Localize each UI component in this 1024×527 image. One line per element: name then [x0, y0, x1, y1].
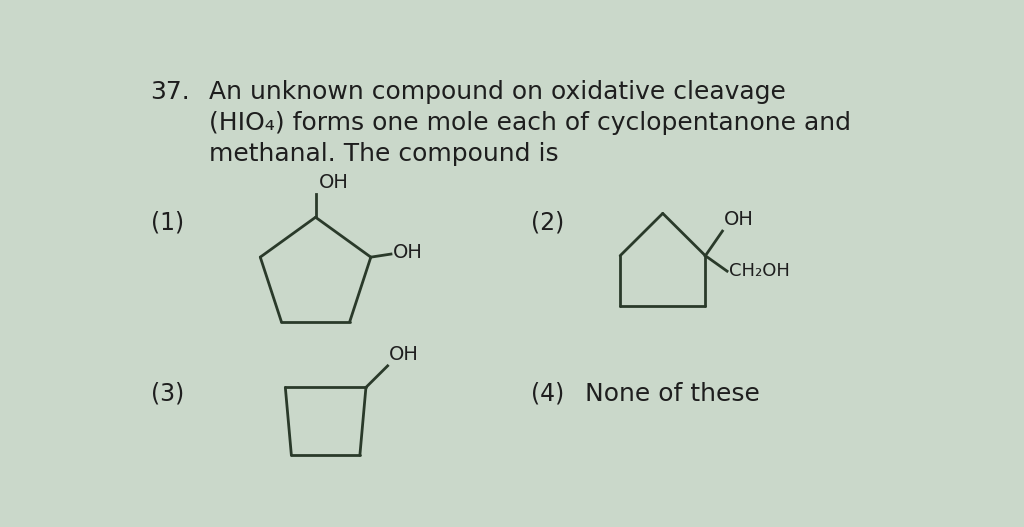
- Text: (HIO₄) forms one mole each of cyclopentanone and: (HIO₄) forms one mole each of cyclopenta…: [209, 111, 851, 135]
- Text: (2): (2): [531, 211, 564, 235]
- Text: OH: OH: [392, 243, 423, 262]
- Text: (1): (1): [152, 211, 184, 235]
- Text: (4): (4): [531, 382, 564, 406]
- Text: (3): (3): [152, 382, 184, 406]
- Text: OH: OH: [318, 173, 348, 192]
- Text: OH: OH: [389, 345, 419, 364]
- Text: 37.: 37.: [150, 80, 189, 104]
- Text: CH₂OH: CH₂OH: [729, 262, 790, 280]
- Text: None of these: None of these: [586, 382, 760, 406]
- Text: methanal. The compound is: methanal. The compound is: [209, 142, 559, 166]
- Text: OH: OH: [724, 210, 754, 229]
- Text: An unknown compound on oxidative cleavage: An unknown compound on oxidative cleavag…: [209, 80, 786, 104]
